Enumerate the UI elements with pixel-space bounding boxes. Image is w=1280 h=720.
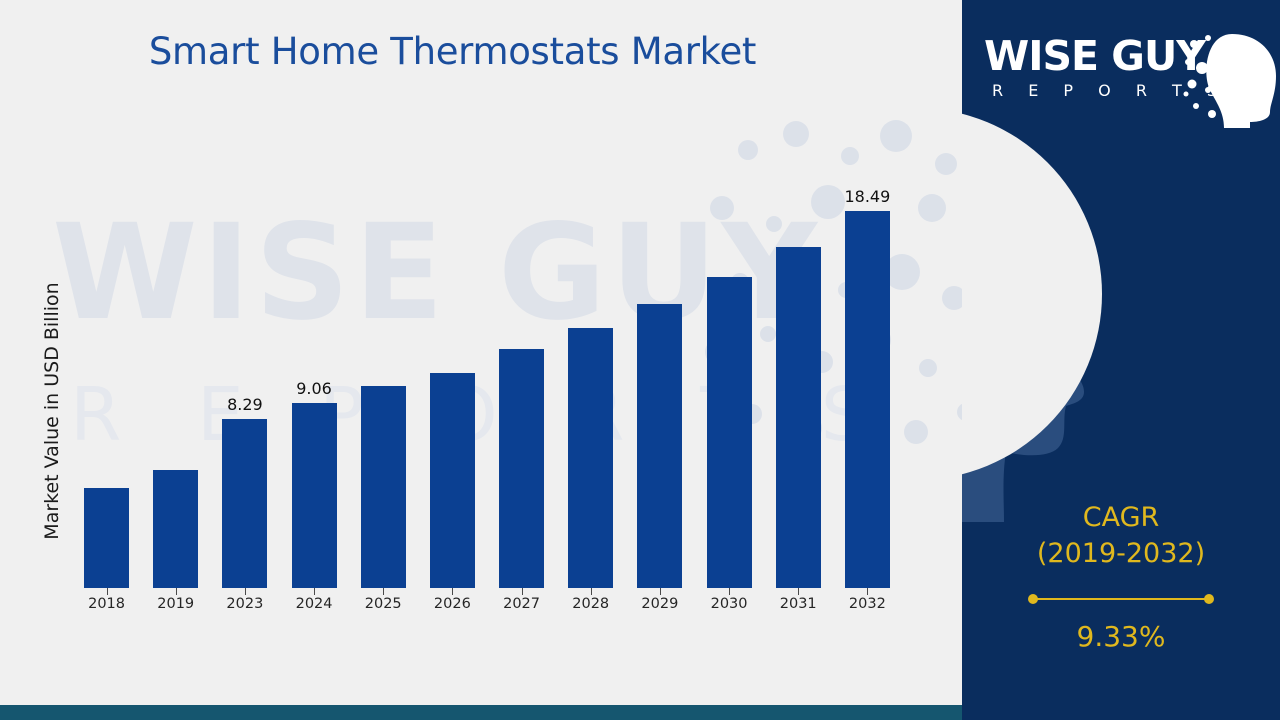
x-tick-label-2030: 2030 (710, 596, 748, 612)
cagr-block: CAGR (2019-2032) 9.33% (962, 500, 1280, 653)
bar-slot (418, 150, 487, 588)
bar-value-label-2032: 18.49 (844, 187, 891, 207)
cagr-period: (2019-2032) (1036, 537, 1206, 569)
x-tick (659, 588, 661, 595)
bar-2031 (775, 246, 821, 588)
x-tick (175, 588, 177, 595)
x-axis: 2018 2019 2023 2024 2025 2026 2027 2028 2029 2030… (72, 588, 902, 622)
bar-2029 (637, 303, 683, 588)
bar-slot: 9.06 (280, 150, 349, 588)
chart-title: Smart Home Thermostats Market (148, 30, 757, 73)
x-tick-label-2027: 2027 (503, 596, 540, 612)
bar-slot (141, 150, 210, 588)
logo-dotted-head-icon (1183, 34, 1276, 128)
x-tick-label-2032: 2032 (848, 596, 886, 612)
y-axis-label: Market Value in USD Billion (41, 282, 63, 540)
bar-slot: 8.29 (210, 150, 279, 588)
x-tick-label-2029: 2029 (641, 596, 679, 612)
bar-slot: 18.49 (833, 150, 902, 588)
bar-slot (487, 150, 556, 588)
x-tick-label-2023: 2023 (226, 596, 264, 612)
bar-2027 (499, 348, 544, 588)
x-tick-label-2028: 2028 (572, 596, 610, 612)
cagr-title: CAGR (1082, 502, 1160, 533)
bar-slot (695, 150, 764, 588)
bar-2024 (291, 403, 337, 588)
cagr-divider (1028, 593, 1214, 604)
bar-2030 (706, 277, 752, 588)
bar-2032 (844, 211, 890, 588)
x-tick (521, 588, 523, 595)
plot-area: 8.29 9.06 18.49 (72, 150, 902, 588)
x-tick-label-2018: 2018 (88, 596, 125, 612)
bar-2028 (568, 327, 614, 588)
bar-value-label-2024: 9.06 (296, 379, 332, 399)
bar-value-label-2023: 8.29 (227, 395, 263, 415)
bar-slot (764, 150, 833, 588)
logo-secondary-text: R E P O R T S (992, 81, 1228, 100)
bar-slot (349, 150, 418, 588)
bar-slot (72, 150, 141, 588)
bar-2026 (429, 373, 475, 588)
x-tick (106, 588, 108, 595)
x-tick-label-2026: 2026 (433, 596, 471, 612)
x-tick-label-2024: 2024 (295, 596, 333, 612)
bar-slot (625, 150, 694, 588)
bottom-accent-strip (0, 705, 962, 720)
x-tick (798, 588, 800, 595)
cagr-divider-dot-right (1204, 593, 1214, 604)
brand-panel: WISE GUY R E P O R T S CAGR (2019-2032) (962, 0, 1280, 720)
x-tick (729, 588, 731, 595)
x-tick (452, 588, 454, 595)
brand-logo: WISE GUY R E P O R T S (980, 32, 1276, 128)
logo-primary-text: WISE GUY (984, 32, 1206, 80)
chart-panel: WISE GUY R E P O R T S Smart Home Thermo… (0, 30, 962, 720)
bar-slot (556, 150, 625, 588)
cagr-divider-line (1033, 597, 1209, 600)
x-tick-label-2031: 2031 (779, 596, 817, 612)
x-tick (244, 588, 246, 595)
bar-2018 (84, 487, 129, 588)
bar-2023 (222, 419, 268, 588)
x-tick-label-2019: 2019 (157, 596, 195, 612)
bar-2019 (153, 470, 199, 588)
bar-2025 (360, 386, 406, 588)
x-tick (314, 588, 316, 595)
x-tick (867, 588, 869, 595)
x-tick (383, 588, 385, 595)
watermark-wiseguy-text: WISE GUY (52, 196, 822, 350)
cagr-value: 9.33% (1076, 619, 1166, 653)
x-tick (590, 588, 592, 595)
x-tick-label-2025: 2025 (364, 596, 402, 612)
